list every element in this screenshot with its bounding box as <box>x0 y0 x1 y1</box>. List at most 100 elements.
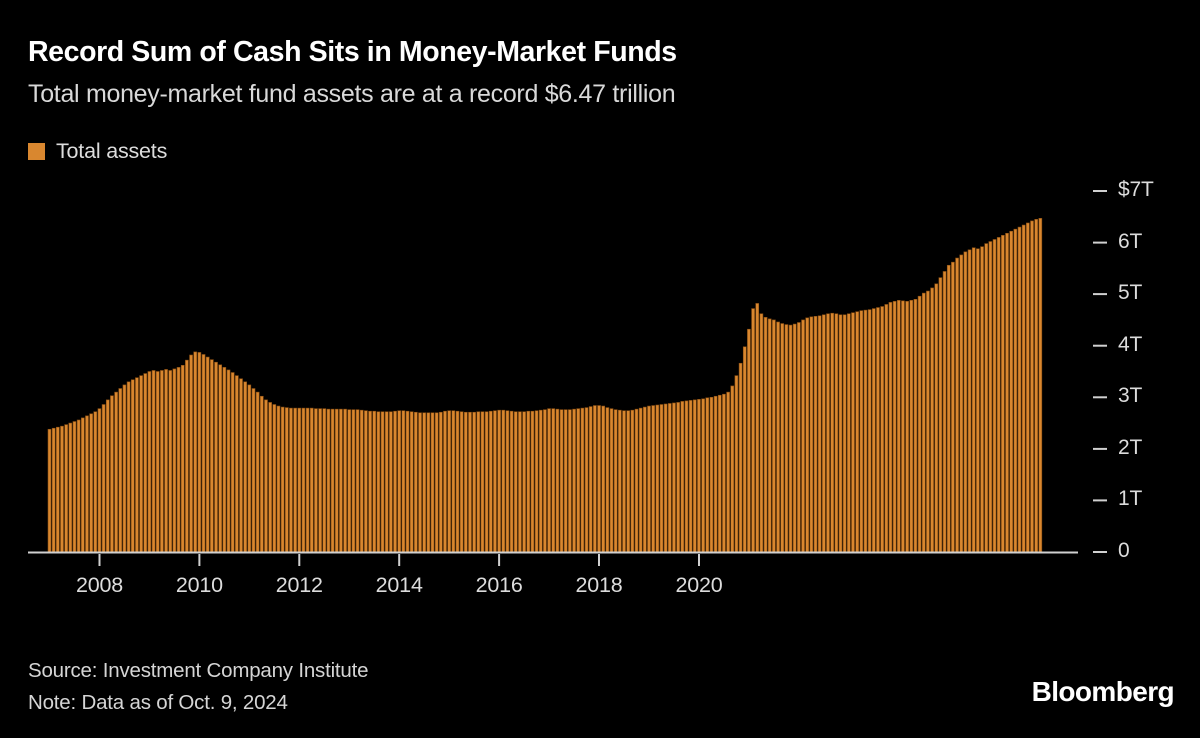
bar <box>826 313 830 553</box>
bar <box>730 385 735 553</box>
x-axis-label: 2014 <box>375 573 423 597</box>
bar <box>1005 232 1009 553</box>
bar-series-total-assets <box>47 218 1043 553</box>
bar <box>226 369 231 553</box>
bar <box>801 319 805 553</box>
bar <box>797 322 801 553</box>
bar <box>384 411 389 553</box>
bar <box>842 314 847 553</box>
bar <box>447 410 451 553</box>
bar <box>763 317 768 553</box>
bar <box>847 313 851 553</box>
bar <box>160 370 164 553</box>
x-axis-label: 2020 <box>675 573 723 597</box>
bar <box>243 381 247 553</box>
bar <box>880 306 884 553</box>
bar <box>260 395 264 553</box>
bar <box>255 391 260 553</box>
bar <box>834 313 839 553</box>
bar <box>235 375 239 553</box>
bar <box>963 251 968 553</box>
bar <box>1017 226 1022 553</box>
bar <box>1021 224 1026 553</box>
bar <box>122 384 127 553</box>
bar <box>389 411 393 553</box>
bar <box>97 408 102 553</box>
bloomberg-logo: Bloomberg <box>1031 676 1175 707</box>
y-axis-label: 5T <box>1118 281 1143 305</box>
bar <box>151 370 156 553</box>
bar <box>568 409 572 553</box>
bar <box>376 411 381 553</box>
bar <box>210 359 214 553</box>
bar <box>155 371 160 553</box>
x-axis-label: 2012 <box>275 573 323 597</box>
bar <box>185 359 189 553</box>
bar <box>214 361 218 553</box>
bar <box>747 328 751 553</box>
bar <box>996 237 1001 553</box>
bar <box>992 239 997 553</box>
bar <box>68 422 73 553</box>
bar <box>189 354 193 553</box>
bar <box>913 298 918 553</box>
bar <box>551 408 556 553</box>
bar <box>193 351 198 553</box>
bar <box>476 411 481 553</box>
y-axis-label: 1T <box>1118 487 1143 511</box>
bar <box>530 410 535 553</box>
bar <box>613 409 618 553</box>
bar <box>289 407 293 553</box>
page-title: Record Sum of Cash Sits in Money-Market … <box>28 36 677 68</box>
bar <box>339 408 343 553</box>
bar <box>805 317 810 553</box>
bar <box>1013 228 1018 553</box>
bar <box>726 391 730 553</box>
bar <box>955 257 959 553</box>
bar <box>459 411 464 553</box>
bar <box>168 370 173 553</box>
bar <box>93 411 98 553</box>
bar <box>76 419 81 553</box>
bar <box>239 378 243 553</box>
bar <box>64 424 68 553</box>
bar <box>355 409 360 553</box>
bar <box>439 411 443 553</box>
bar <box>572 408 576 553</box>
bar <box>855 311 859 553</box>
bar <box>164 369 168 553</box>
bar <box>56 426 60 553</box>
bar <box>618 409 622 553</box>
bar <box>301 407 306 553</box>
bar <box>822 314 826 553</box>
bar <box>967 249 972 553</box>
bar <box>688 400 693 553</box>
bar <box>901 300 905 553</box>
bar <box>534 410 539 553</box>
bar <box>334 408 339 553</box>
bar <box>135 377 139 553</box>
bar <box>272 404 277 553</box>
bar <box>497 409 501 553</box>
bar <box>172 368 177 553</box>
bar <box>867 309 872 553</box>
bar <box>776 321 780 553</box>
chart-legend: Total assets <box>28 139 167 164</box>
bar <box>638 407 643 553</box>
bar <box>759 313 764 553</box>
bar <box>314 408 318 553</box>
y-axis-label: 6T <box>1118 229 1143 253</box>
bar <box>946 264 951 553</box>
bar <box>505 410 510 553</box>
y-axis-label: 0 <box>1118 539 1130 562</box>
bar <box>896 300 901 553</box>
bar <box>430 412 435 553</box>
page-subtitle: Total money-market fund assets are at a … <box>28 80 676 108</box>
bar <box>51 427 56 553</box>
bar <box>401 410 406 553</box>
bar <box>318 408 322 553</box>
bar <box>668 403 672 553</box>
bar <box>605 407 610 553</box>
bar <box>784 324 789 553</box>
bar <box>1001 235 1005 553</box>
